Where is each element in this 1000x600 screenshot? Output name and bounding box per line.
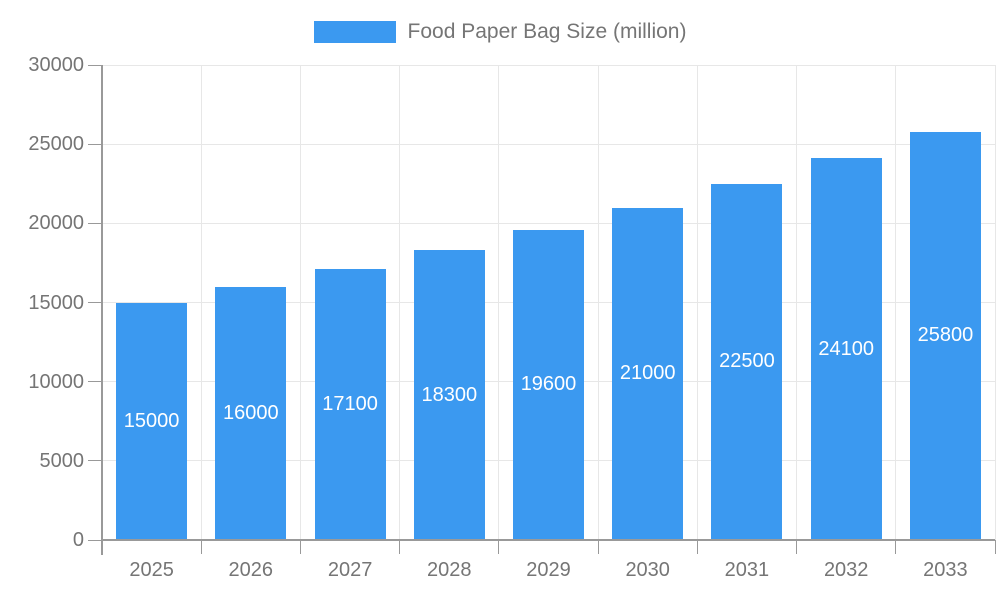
bar[interactable]: 19600 [513,229,584,540]
bar[interactable]: 15000 [116,302,188,540]
x-axis-baseline [102,539,995,541]
bar[interactable]: 16000 [215,286,287,540]
gridline-vertical [498,65,500,540]
x-axis-label: 2030 [625,559,670,581]
y-axis-label: 30000 [28,54,84,76]
x-axis-tick [895,540,897,554]
y-axis-label: 5000 [39,449,85,472]
bar-value-label: 19600 [520,373,577,396]
bar-value-label: 17100 [322,393,378,416]
y-axis-tick [88,460,102,462]
gridline-vertical [200,65,202,540]
bar[interactable]: 25800 [909,131,981,540]
gridline-vertical [696,65,698,540]
gridline-vertical [994,65,996,540]
y-axis-tick [88,64,102,66]
x-axis-tick [696,540,698,554]
bar-value-label: 15000 [123,409,180,432]
legend[interactable]: Food Paper Bag Size (million) [0,16,1000,48]
x-axis-label: 2026 [228,559,274,581]
y-axis-label: 15000 [28,291,84,314]
x-axis-label: 2025 [129,559,174,581]
x-axis-tick [994,540,996,554]
bar[interactable]: 18300 [413,250,485,541]
x-axis-label: 2031 [724,559,770,581]
y-axis-label: 20000 [28,212,84,235]
x-axis-tick [597,540,599,554]
x-axis-label: 2029 [526,559,571,581]
gridline-horizontal [102,222,995,224]
y-axis-label: 0 [72,529,84,551]
x-axis-tick [299,540,301,554]
legend-swatch [313,21,396,43]
bar-value-label: 22500 [719,350,775,373]
x-axis-label: 2028 [427,559,472,581]
gridline-vertical [895,65,897,540]
x-axis-tick [399,540,401,554]
bar[interactable]: 22500 [711,183,783,541]
x-axis-label: 2033 [923,559,968,581]
y-axis-tick [88,539,102,541]
gridline-vertical [796,65,798,540]
y-axis-tick [88,222,102,224]
gridline-vertical [597,65,599,540]
y-axis-tick [88,381,102,383]
bar-value-label: 18300 [421,383,478,406]
y-axis-line [101,65,103,555]
x-axis-label: 2032 [823,559,869,581]
y-axis-tick [88,143,102,145]
legend-label: Food Paper Bag Size (million) [407,20,687,43]
gridline-vertical [399,65,401,540]
bar-value-label: 16000 [222,401,279,424]
y-axis-label: 10000 [28,370,84,393]
bar-value-label: 21000 [619,362,676,385]
bar[interactable]: 17100 [314,269,386,541]
bar[interactable]: 24100 [810,158,882,540]
y-axis-label: 25000 [28,133,84,156]
x-axis-tick [796,540,798,554]
bar-value-label: 24100 [818,337,874,360]
gridline-vertical [299,65,301,540]
gridline-horizontal [102,143,995,145]
x-axis-tick [498,540,500,554]
x-axis-tick [200,540,202,554]
gridline-horizontal [102,64,995,66]
bar-value-label: 25800 [917,324,974,347]
y-axis-tick [88,302,102,303]
bar[interactable]: 21000 [612,207,684,540]
x-axis-label: 2027 [327,559,373,581]
